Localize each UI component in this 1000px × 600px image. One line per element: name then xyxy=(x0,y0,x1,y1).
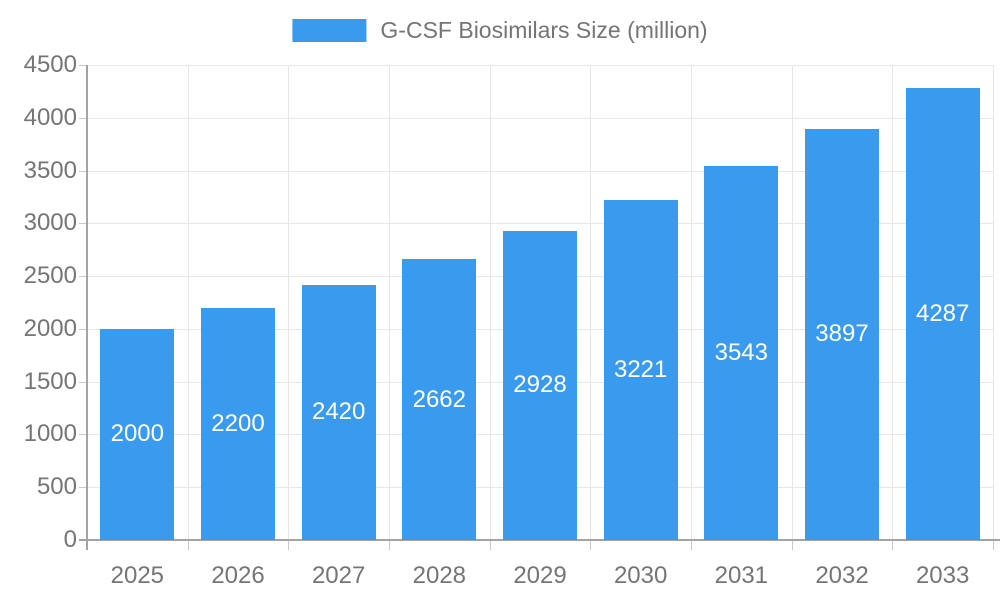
y-tick-mark xyxy=(79,117,87,119)
y-axis-tick-label: 2000 xyxy=(23,314,77,342)
bar-value-label: 3543 xyxy=(714,339,768,366)
y-axis-tick-label: 1500 xyxy=(23,367,77,395)
x-tick-mark xyxy=(993,540,994,550)
gridline-horizontal xyxy=(87,117,993,119)
y-tick-mark xyxy=(79,276,87,278)
x-axis-line xyxy=(79,539,1000,541)
bar[interactable]: 2420 xyxy=(301,284,376,540)
x-tick-mark xyxy=(691,540,692,550)
bar-value-label: 2420 xyxy=(311,398,366,426)
gridline-horizontal xyxy=(87,223,993,225)
gridline-vertical xyxy=(489,65,491,540)
y-axis-tick-label: 3000 xyxy=(23,209,77,237)
bar[interactable]: 2662 xyxy=(402,259,477,540)
gridline-vertical xyxy=(288,65,290,540)
y-axis-tick-label: 2500 xyxy=(23,262,77,290)
legend-swatch xyxy=(292,19,367,42)
y-tick-mark xyxy=(79,487,87,489)
bar-value-label: 3897 xyxy=(815,320,869,348)
gridline-vertical xyxy=(187,65,189,540)
gridline-vertical xyxy=(892,65,894,540)
gridline-horizontal xyxy=(87,65,993,66)
bar[interactable]: 2928 xyxy=(503,230,577,540)
gridline-horizontal xyxy=(87,170,993,172)
y-tick-mark xyxy=(79,223,87,225)
x-axis-tick-label: 2027 xyxy=(311,562,366,589)
bar[interactable]: 3543 xyxy=(704,166,779,540)
y-axis-tick-label: 0 xyxy=(63,526,77,553)
y-axis-tick-label: 500 xyxy=(36,473,77,501)
legend[interactable]: G-CSF Biosimilars Size (million) xyxy=(292,17,708,44)
x-tick-mark xyxy=(187,540,189,550)
x-axis-tick-label: 2030 xyxy=(613,562,668,589)
bar[interactable]: 2200 xyxy=(201,307,275,540)
x-axis-tick-label: 2033 xyxy=(915,562,970,589)
x-axis-tick-label: 2032 xyxy=(815,562,869,589)
y-tick-mark xyxy=(79,170,87,172)
bar[interactable]: 3897 xyxy=(805,128,879,540)
y-axis-tick-label: 3500 xyxy=(23,156,77,184)
x-tick-mark xyxy=(288,540,290,550)
x-tick-mark xyxy=(892,540,894,550)
bar-value-label: 4287 xyxy=(915,299,970,327)
x-tick-mark xyxy=(489,540,491,550)
gridline-vertical xyxy=(691,65,692,540)
bar[interactable]: 4287 xyxy=(905,87,980,540)
y-tick-mark xyxy=(79,434,87,436)
bar-value-label: 2200 xyxy=(211,409,265,437)
x-tick-mark xyxy=(590,540,592,550)
y-axis-tick-label: 4000 xyxy=(23,103,77,131)
bar[interactable]: 2000 xyxy=(100,328,175,540)
y-tick-mark xyxy=(79,65,87,66)
bar-value-label: 2928 xyxy=(513,371,567,399)
legend-label: G-CSF Biosimilars Size (million) xyxy=(380,17,708,43)
gridline-vertical xyxy=(389,65,390,540)
bar[interactable]: 3221 xyxy=(603,200,678,540)
y-tick-mark xyxy=(79,381,87,383)
gridline-vertical xyxy=(993,65,994,540)
bar-value-label: 2000 xyxy=(110,420,164,448)
x-tick-mark xyxy=(791,540,793,550)
x-axis-tick-label: 2028 xyxy=(412,562,467,589)
gridline-vertical xyxy=(590,65,592,540)
x-axis-tick-label: 2026 xyxy=(211,562,265,589)
bar-value-label: 2662 xyxy=(412,385,466,413)
x-axis-tick-label: 2025 xyxy=(110,562,165,589)
x-tick-mark xyxy=(389,540,390,550)
y-axis-tick-label: 1000 xyxy=(23,420,77,448)
x-axis-tick-label: 2029 xyxy=(513,562,567,589)
y-tick-mark xyxy=(79,328,87,330)
y-axis-line xyxy=(86,65,88,550)
gridline-vertical xyxy=(791,65,793,540)
bar-value-label: 3221 xyxy=(613,356,668,383)
x-axis-tick-label: 2031 xyxy=(714,562,769,589)
y-axis-tick-label: 4500 xyxy=(23,51,77,78)
